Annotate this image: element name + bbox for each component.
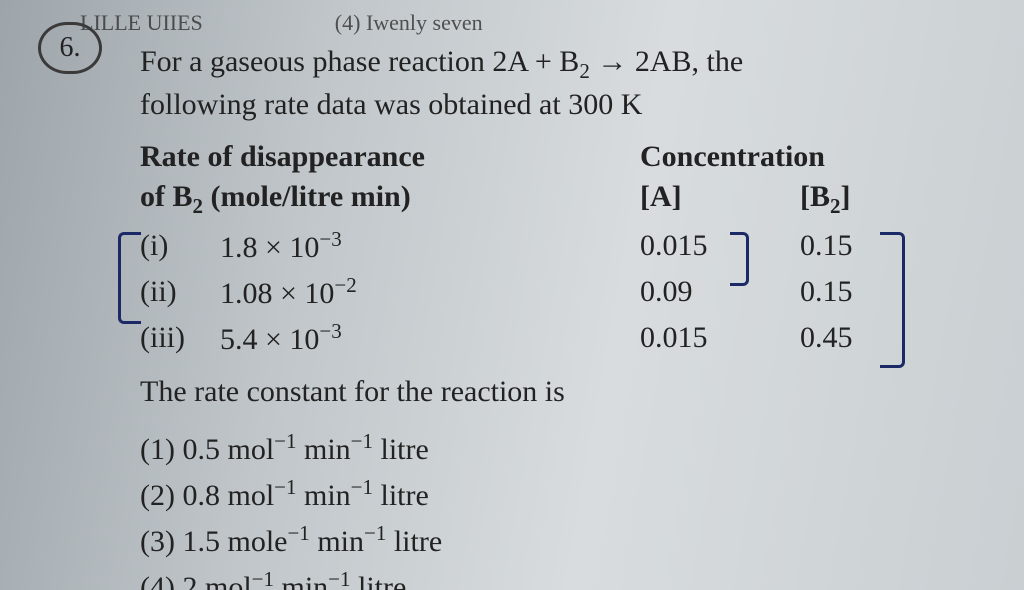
table-header-row: Rate of disappearance Concentration [140, 140, 984, 174]
option-2: (2) 0.8 mol−1 min−1 litre [140, 475, 600, 513]
row-b2: 0.45 [800, 321, 853, 355]
pen-bracket-a-icon [730, 232, 749, 286]
option-1: (1) 0.5 mol−1 min−1 litre [140, 429, 600, 467]
subheader-rate: of B2 (mole/litre min) [140, 180, 640, 219]
question-line-2: following rate data was obtained at 300 … [140, 88, 642, 121]
row-label: (i) [140, 229, 220, 263]
question-line-1: For a gaseous phase reaction 2A + B2 → 2… [140, 45, 743, 78]
row-b2: 0.15 [800, 275, 853, 309]
subheader-a: [A] [640, 180, 800, 219]
option-4: (4) 2 mol−1 min−1 litre [140, 567, 600, 590]
row-a: 0.09 [640, 275, 800, 309]
row-rate: 5.4 × 10−3 [220, 319, 640, 357]
row-rate: 1.8 × 10−3 [220, 227, 640, 265]
header-rate: Rate of disappearance [140, 140, 640, 174]
question-text: For a gaseous phase reaction 2A + B2 → 2… [140, 42, 984, 126]
subheader-b2: [B2] [800, 180, 851, 219]
question-number-circle: 6. [38, 22, 102, 74]
table-subheader-row: of B2 (mole/litre min) [A] [B2] [140, 180, 984, 219]
row-b2: 0.15 [800, 229, 853, 263]
row-a: 0.015 [640, 321, 800, 355]
row-rate: 1.08 × 10−2 [220, 273, 640, 311]
page: LILLE UIIES (4) Iwenly seven 6. For a ga… [0, 0, 1024, 590]
table-row: (ii) 1.08 × 10−2 0.09 0.15 [140, 273, 984, 311]
table-row: (i) 1.8 × 10−3 0.015 0.15 [140, 227, 984, 265]
question-number: 6. [60, 32, 81, 64]
row-label: (ii) [140, 275, 220, 309]
row-label: (iii) [140, 321, 220, 355]
pen-bracket-left-icon [118, 232, 141, 324]
option-3: (3) 1.5 mole−1 min−1 litre [140, 521, 600, 559]
options-block: (1) 0.5 mol−1 min−1 litre (2) 0.8 mol−1 … [140, 421, 984, 590]
top-right-fragment: (4) Iwenly seven [335, 10, 483, 35]
pen-bracket-b2-icon [880, 232, 905, 368]
table-row: (iii) 5.4 × 10−3 0.015 0.45 [140, 319, 984, 357]
top-cutoff-text: LILLE UIIES (4) Iwenly seven [80, 10, 984, 36]
post-question-text: The rate constant for the reaction is [140, 375, 984, 409]
header-conc: Concentration [640, 140, 825, 174]
top-left-fragment: LILLE UIIES [80, 10, 203, 35]
row-a: 0.015 [640, 229, 800, 263]
